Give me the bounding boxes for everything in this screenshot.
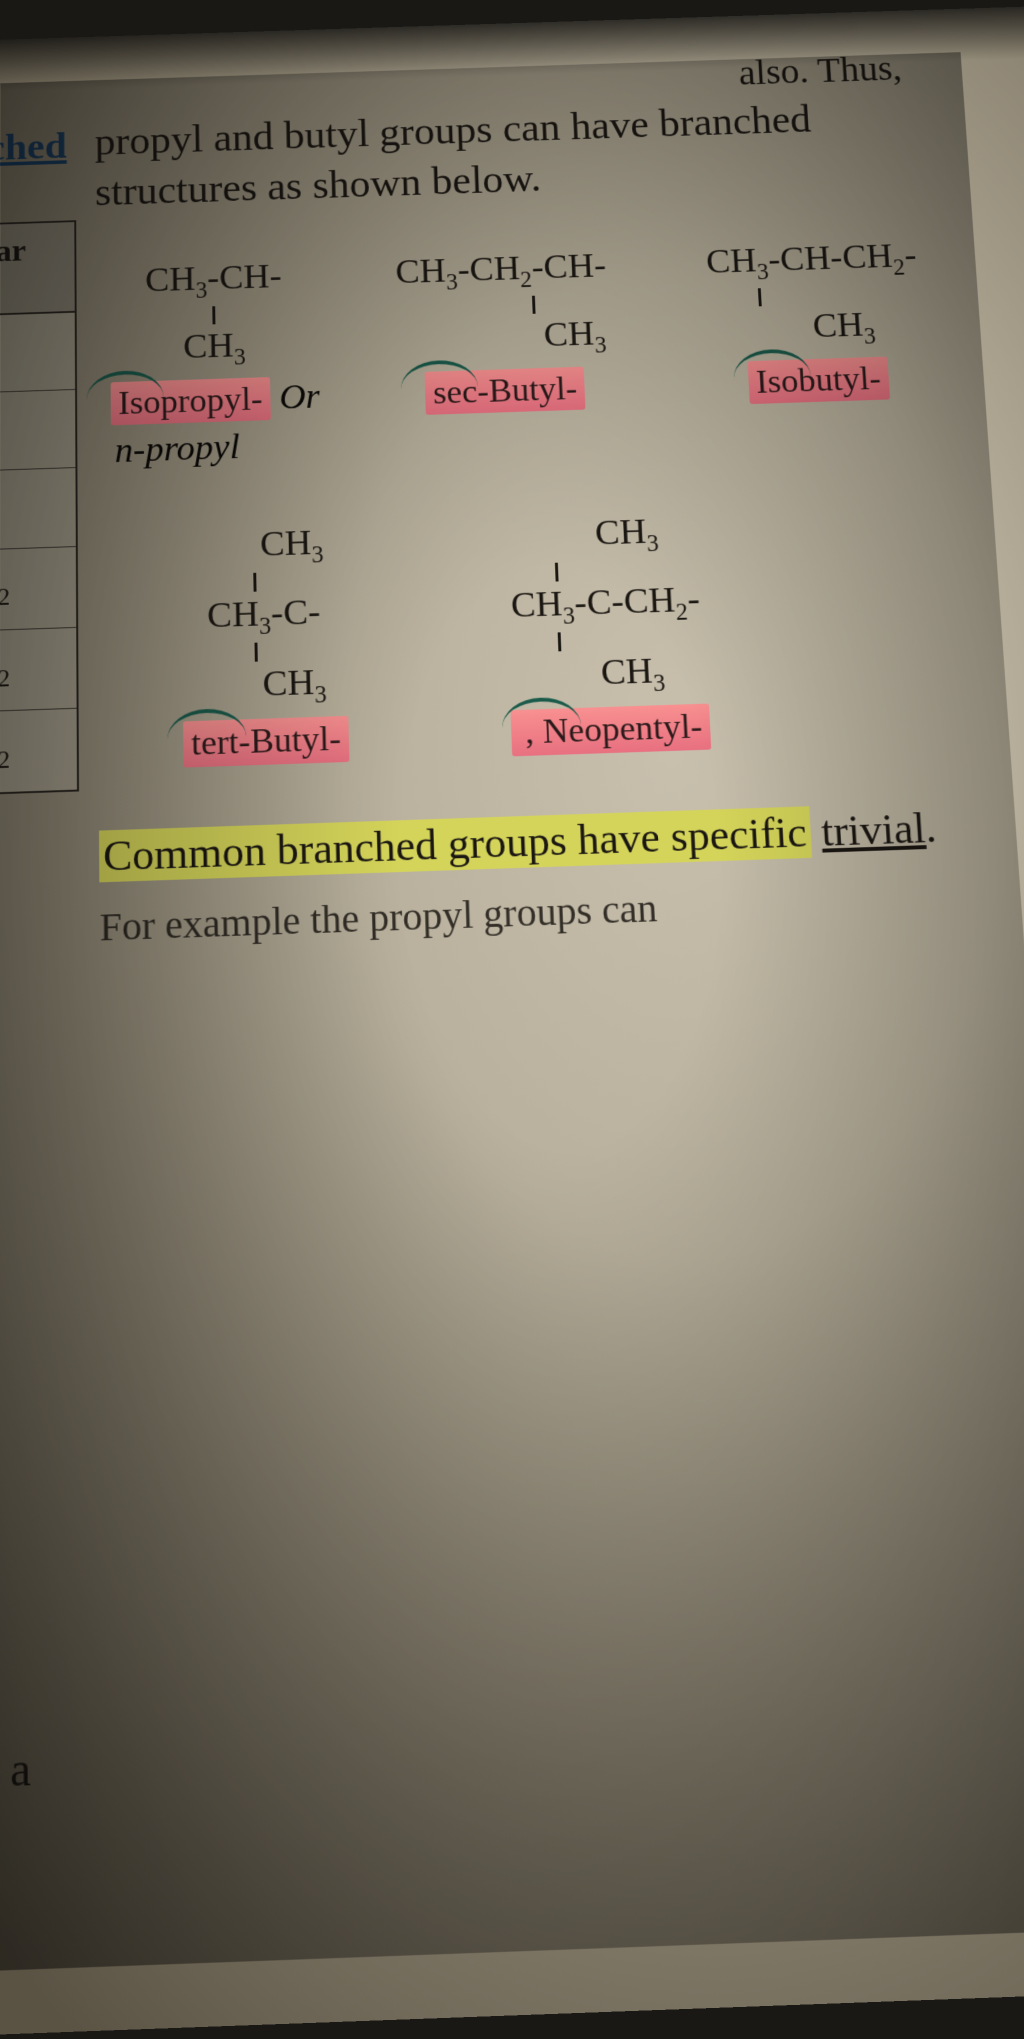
- table-row: C30H62: [0, 708, 77, 795]
- isobutyl-structure: CH3-CH-CH2- CH3 Isobutyl-: [669, 235, 962, 407]
- table-row: C10H22: [0, 547, 76, 633]
- left-sidebar: branched olecular rmula C7H16 C8H18 C9H2…: [0, 125, 81, 1276]
- structures-row-2: CH3 CH3-C- CH3 tert-Butyl- CH3 CH3-C-CH2…: [155, 500, 986, 768]
- table-row: C9H20: [0, 468, 76, 553]
- table-row: C20H42: [0, 627, 77, 714]
- tertbutyl-structure: CH3 CH3-C- CH3 tert-Butyl-: [155, 520, 375, 768]
- branched-heading: branched: [0, 125, 76, 173]
- underlined-trivial: trivial: [820, 804, 927, 855]
- molecular-formula-table: olecular rmula C7H16 C8H18 C9H20 C10H22 …: [0, 220, 79, 797]
- secbutyl-structure: CH3-CH2-CH- CH3 sec-Butyl-: [359, 245, 648, 417]
- structures-row-1: CH3-CH- CH3 Isopropyl- Or n-propyl CH3-C…: [95, 235, 965, 474]
- cutoff-line: For example the propyl groups can: [99, 871, 998, 953]
- table-row: C7H16: [0, 312, 75, 395]
- neopentyl-structure: CH3 CH3-C-CH2- CH3 , Neopentyl-: [466, 508, 750, 758]
- outro-paragraph: Common branched groups have specific tri…: [99, 798, 999, 953]
- isopropyl-structure: CH3-CH- CH3 Isopropyl- Or n-propyl: [95, 255, 335, 473]
- main-content: also. Thus, propyl and butyl groups can …: [94, 44, 998, 953]
- handwritten-or: Or: [279, 377, 320, 417]
- bottom-left-fragment: e: In a: [0, 1741, 31, 2015]
- highlighted-text: Common branched groups have specific: [99, 806, 812, 882]
- intro-paragraph: also. Thus, propyl and butyl groups can …: [94, 44, 947, 218]
- table-header: olecular rmula: [0, 222, 75, 318]
